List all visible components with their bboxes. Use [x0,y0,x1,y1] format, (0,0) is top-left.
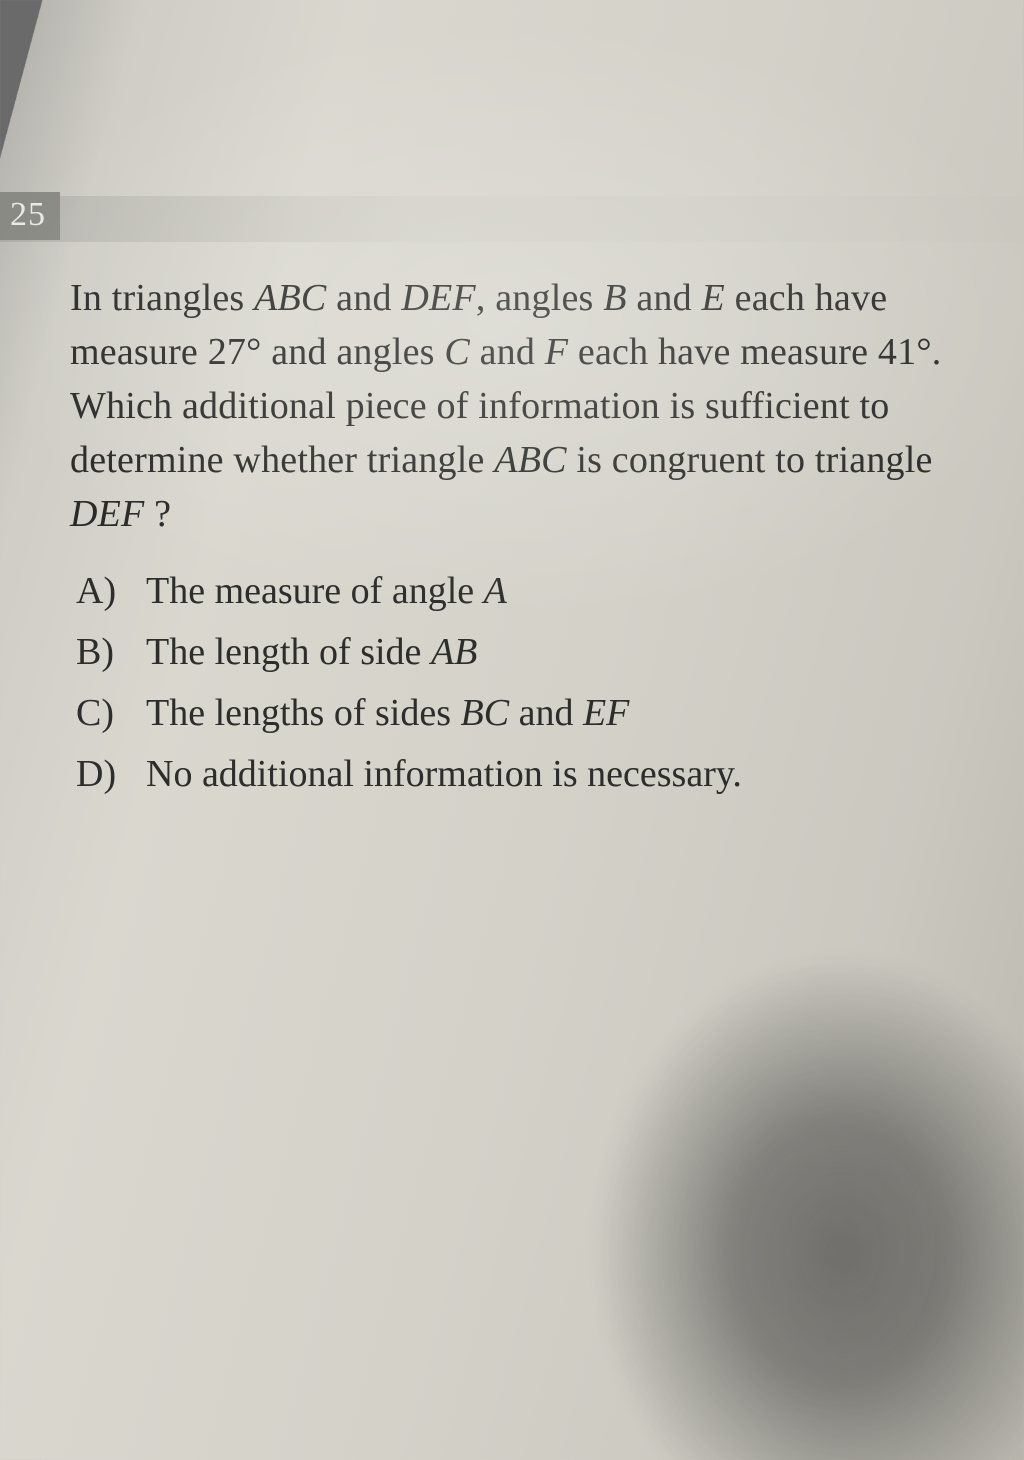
stem-text-run: ? [144,493,171,535]
choice-text: The length of side AB [146,625,477,680]
choice-italic-run: EF [583,692,629,734]
stem-text-run: is congruent to triangle [567,439,933,481]
choice-text-run: and [509,692,583,734]
question-stem: In triangles ABC and DEF, angles B and E… [70,272,984,542]
choice-letter: C) [76,686,146,741]
stem-text-run: and [627,277,702,319]
question-number-tab: 25 [0,192,60,240]
question-number: 25 [10,196,46,233]
stem-text-run: In triangles [70,277,254,319]
choice-text: The lengths of sides BC and EF [146,686,629,741]
stem-italic-run: DEF [401,277,475,319]
choice-text-run: The lengths of sides [146,692,461,734]
stem-text-run: and [326,277,401,319]
question-content: In triangles ABC and DEF, angles B and E… [70,272,984,808]
stem-italic-run: ABC [494,439,566,481]
choice-text-run: The length of side [146,631,431,673]
choice-text-run: The measure of angle [146,570,484,612]
answer-choices: A)The measure of angle AB)The length of … [76,564,984,802]
hand-shadow [504,880,1024,1460]
choice-italic-run: AB [431,631,477,673]
stem-italic-run: B [603,277,626,319]
answer-choice[interactable]: D)No additional information is necessary… [76,747,984,802]
stem-italic-run: E [702,277,725,319]
choice-italic-run: A [484,570,507,612]
choice-letter: D) [76,747,146,802]
choice-text: The measure of angle A [146,564,507,619]
stem-italic-run: F [545,331,568,373]
choice-text: No additional information is necessary. [146,747,742,802]
question-number-band [0,196,1024,242]
stem-text-run: and [470,331,545,373]
answer-choice[interactable]: A)The measure of angle A [76,564,984,619]
answer-choice[interactable]: B)The length of side AB [76,625,984,680]
stem-italic-run: ABC [254,277,326,319]
stem-text-run: , angles [476,277,603,319]
choice-letter: A) [76,564,146,619]
choice-text-run: No additional information is necessary. [146,753,742,795]
stem-italic-run: C [444,331,470,373]
stem-italic-run: DEF [70,493,144,535]
choice-letter: B) [76,625,146,680]
answer-choice[interactable]: C)The lengths of sides BC and EF [76,686,984,741]
choice-italic-run: BC [461,692,510,734]
